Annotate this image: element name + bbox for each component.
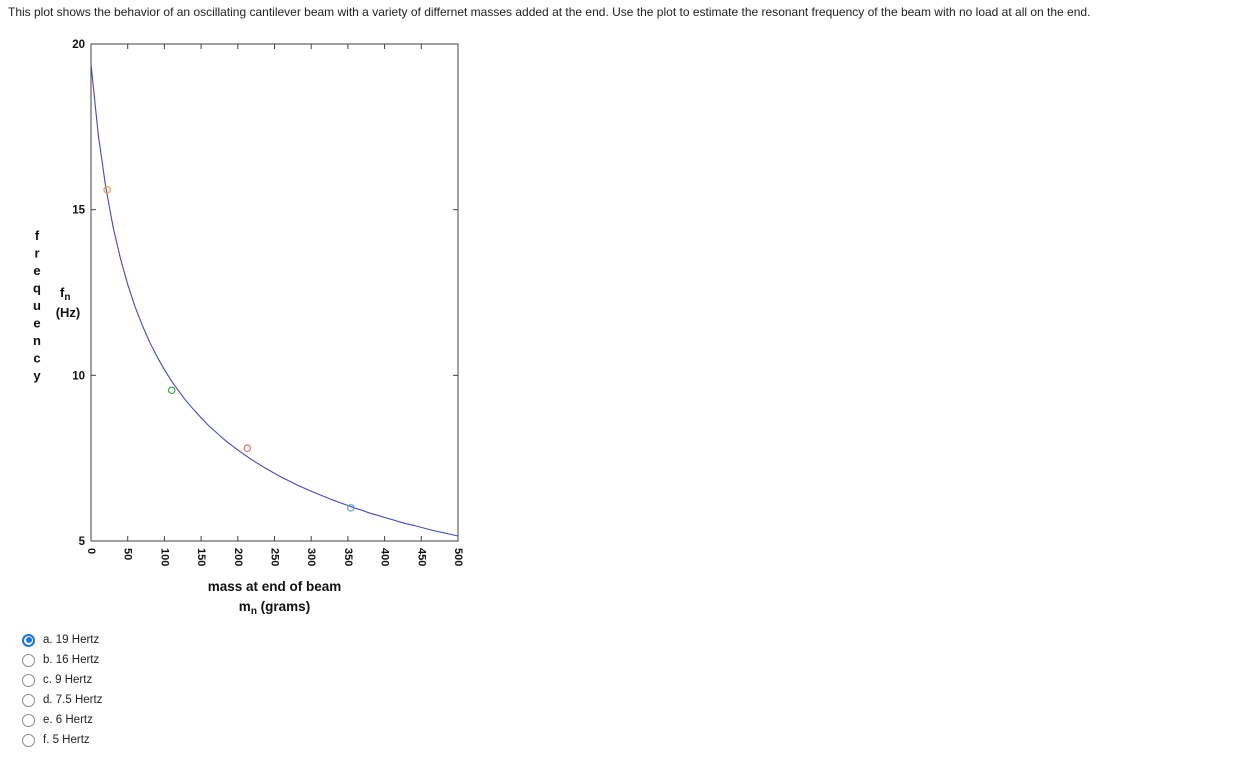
svg-text:0: 0 (85, 548, 97, 554)
svg-text:c: c (33, 351, 40, 366)
svg-text:150: 150 (195, 548, 207, 566)
radio-label-f: f. 5 Hertz (43, 734, 90, 746)
svg-text:e: e (33, 263, 40, 278)
radio-button-c[interactable] (22, 673, 35, 687)
data-point-orange (103, 185, 111, 194)
radio-option-a[interactable]: a. 19 Hertz (22, 630, 102, 650)
question-instruction: This plot shows the behavior of an oscil… (8, 5, 1091, 19)
radio-button-e[interactable] (22, 713, 35, 727)
radio-option-f[interactable]: f. 5 Hertz (22, 730, 102, 750)
radio-label-d: d. 7.5 Hertz (43, 694, 103, 706)
svg-text:r: r (34, 246, 39, 261)
svg-text:mn (grams): mn (grams) (239, 599, 310, 617)
svg-text:u: u (33, 298, 41, 313)
svg-text:100: 100 (158, 548, 170, 566)
radio-label-b: b. 16 Hertz (43, 654, 100, 666)
svg-text:200: 200 (232, 548, 244, 566)
radio-button-b[interactable] (22, 653, 35, 667)
svg-text:300: 300 (305, 548, 317, 566)
svg-text:10: 10 (72, 370, 85, 382)
svg-text:n: n (33, 333, 41, 348)
radio-label-e: e. 6 Hertz (43, 714, 93, 726)
svg-text:20: 20 (72, 39, 85, 51)
fitted-curve (90, 64, 459, 537)
radio-option-b[interactable]: b. 16 Hertz (22, 650, 102, 670)
svg-text:(Hz): (Hz) (56, 305, 81, 320)
radio-label-a: a. 19 Hertz (43, 634, 100, 646)
radio-button-a[interactable] (22, 633, 35, 647)
svg-text:450: 450 (415, 548, 427, 566)
data-point-green (167, 386, 176, 395)
answer-options: a. 19 Hertz b. 16 Hertz c. 9 Hertz d. 7.… (22, 630, 102, 750)
svg-text:250: 250 (269, 548, 281, 566)
svg-text:500: 500 (452, 548, 464, 566)
svg-text:mass at end of beam: mass at end of beam (208, 579, 342, 594)
svg-text:50: 50 (122, 548, 134, 560)
frequency-vs-mass-chart: 0 50 100 150 200 250 300 350 400 450 5005101520fre… (33, 39, 464, 617)
radio-option-d[interactable]: d. 7.5 Hertz (22, 690, 102, 710)
radio-option-e[interactable]: e. 6 Hertz (22, 710, 102, 730)
svg-text:15: 15 (72, 205, 85, 217)
svg-text:fn: fn (60, 285, 70, 303)
data-point-cyan (347, 504, 355, 512)
radio-option-c[interactable]: c. 9 Hertz (22, 670, 102, 690)
svg-text:400: 400 (379, 548, 391, 566)
data-point-red (243, 444, 252, 453)
svg-text:5: 5 (79, 536, 86, 548)
radio-label-c: c. 9 Hertz (43, 674, 93, 686)
svg-text:e: e (33, 316, 40, 331)
svg-text:q: q (33, 281, 41, 296)
cantilever-frequency-figure: 0 50 100 150 200 250 300 350 400 450 500 5 10 15 20 f r e… (0, 0, 520, 640)
radio-button-d[interactable] (22, 693, 35, 707)
svg-text:f: f (35, 228, 40, 243)
svg-text:350: 350 (342, 548, 354, 566)
radio-button-f[interactable] (22, 733, 35, 747)
svg-text:y: y (33, 368, 41, 383)
